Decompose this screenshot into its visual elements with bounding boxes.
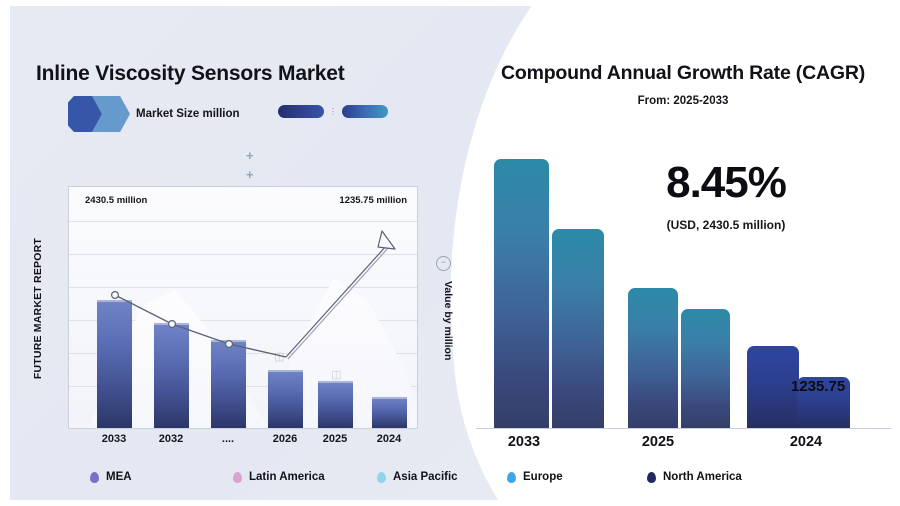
x-tick-label: 2024 (376, 433, 402, 445)
table-row (154, 323, 189, 428)
y-axis-label-left: FUTURE MARKET REPORT (32, 238, 44, 380)
table-row (268, 370, 303, 428)
ghost-note-icon: ◫ (274, 351, 285, 363)
legend-label: Latin America (249, 471, 325, 483)
table-row (628, 288, 678, 429)
trend-line-overlay (110, 230, 396, 360)
minus-circle-icon: − (436, 256, 451, 271)
table-row (747, 346, 799, 429)
market-size-caption: Market Size million (136, 108, 240, 120)
table-row (318, 381, 353, 428)
x-tick-label: 2033 (101, 433, 127, 445)
brand-logo-icon (68, 96, 130, 132)
plus-icon-top: + (246, 148, 254, 163)
x-tick-label: 2024 (789, 434, 823, 450)
y-axis-label-right: Value by million (442, 281, 454, 361)
legend-marker-icon (507, 471, 516, 483)
legend-label: Europe (523, 471, 563, 483)
cagr-note: (USD, 2430.5 million) (666, 218, 786, 232)
table-row (552, 229, 604, 429)
x-tick-label: .... (221, 433, 235, 445)
legend-marker-icon (90, 471, 99, 483)
legend-item-asia-pacific[interactable]: Asia Pacific (377, 471, 507, 483)
poster-panel: Inline Viscosity Sensors Market Market S… (6, 6, 894, 500)
chart-baseline (476, 428, 891, 429)
legend-marker-icon (377, 471, 386, 483)
table-row (211, 340, 246, 428)
x-tick-label: 2033 (507, 434, 541, 450)
growth-arrow (285, 230, 396, 360)
legend-item-mea[interactable]: MEA (90, 471, 233, 483)
legend-marker-icon (647, 471, 656, 483)
cagr-title: Compound Annual Growth Rate (CAGR) (500, 62, 866, 84)
x-tick-label: 2025 (322, 433, 348, 445)
value-label-right: 1235.75 million (339, 195, 407, 206)
table-row (372, 397, 407, 428)
brand-logo-row: Market Size million (68, 96, 240, 132)
legend-label: MEA (106, 471, 132, 483)
page-title: Inline Viscosity Sensors Market (36, 62, 345, 85)
x-tick-label: 2026 (272, 433, 298, 445)
table-row (681, 309, 730, 429)
data-label-2024: 1235.75 (791, 378, 846, 395)
cagr-period: From: 2025-2033 (637, 95, 729, 107)
table-row (797, 377, 850, 429)
legend-label: Asia Pacific (393, 471, 458, 483)
pill-indicator-dark (278, 105, 324, 118)
cagr-value: 8.45% (666, 158, 787, 207)
table-row (494, 159, 549, 429)
left-bar-chart: 2430.5 million 1235.75 million ◫ ◫ (68, 186, 418, 429)
pill-indicator-group: ⋮ (278, 105, 388, 118)
pill-indicator-gradient (342, 105, 388, 118)
legend-item-latin-america[interactable]: Latin America (233, 471, 377, 483)
legend-label: North America (663, 471, 742, 483)
legend-item-europe[interactable]: Europe (507, 471, 647, 483)
x-tick-label: 2032 (158, 433, 184, 445)
left-chart-x-axis: 2033 2032 .... 2026 2025 2024 (68, 433, 418, 451)
region-legend: MEA Latin America Asia Pacific Europe No… (90, 471, 742, 483)
ghost-note-icon-2: ◫ (331, 369, 342, 381)
value-label-left: 2430.5 million (85, 195, 148, 206)
x-tick-label: 2025 (641, 434, 675, 450)
legend-marker-icon (233, 471, 242, 483)
plus-icon-bottom: + (246, 167, 254, 182)
pill-separator-icon: ⋮ (329, 106, 337, 116)
legend-item-north-america[interactable]: North America (647, 471, 742, 483)
table-row (97, 300, 132, 428)
right-chart-x-axis: 2033 2025 2024 (476, 434, 891, 454)
right-bar-chart (476, 146, 891, 429)
